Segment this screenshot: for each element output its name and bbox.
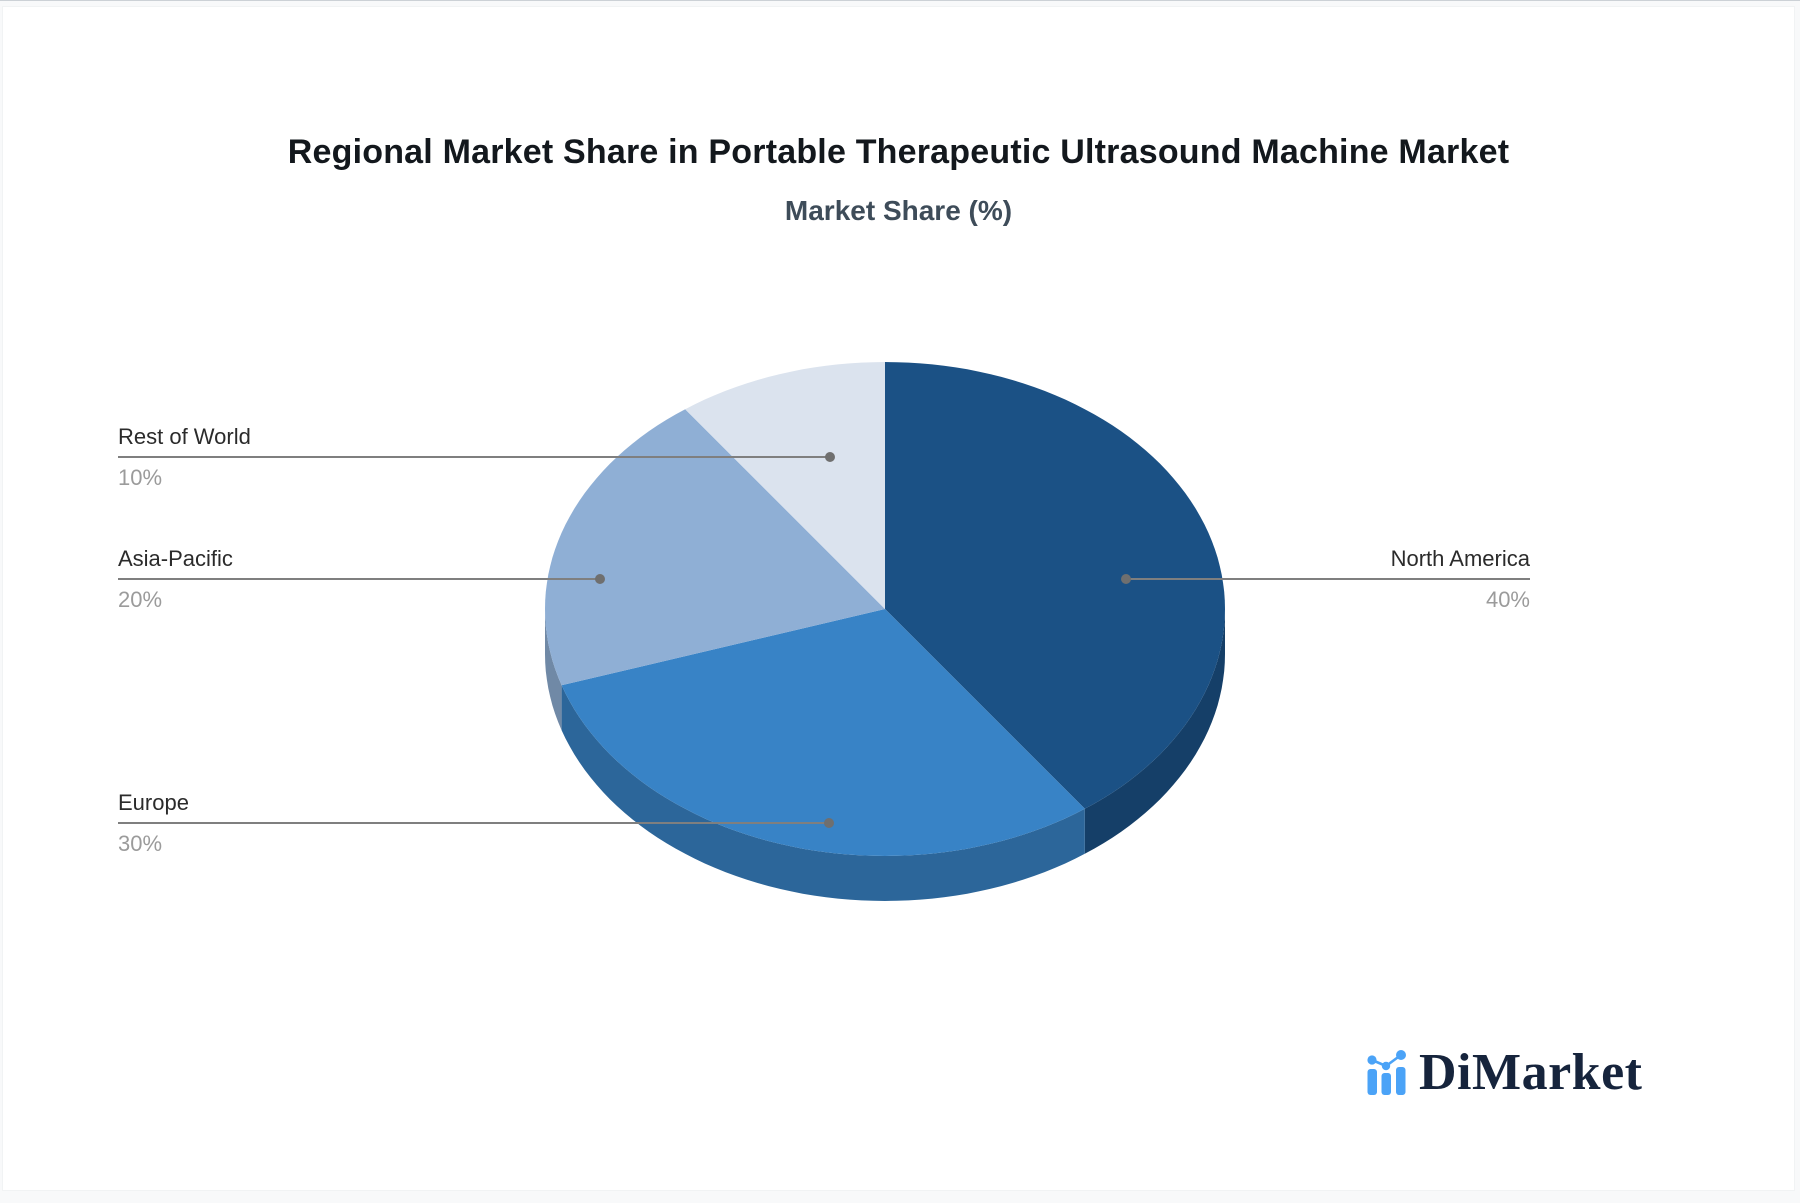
leader-line bbox=[118, 456, 831, 458]
leader-dot bbox=[824, 818, 834, 828]
slice-percent: 10% bbox=[118, 465, 831, 491]
slice-percent: 40% bbox=[1125, 587, 1530, 613]
bar-chart-trend-icon bbox=[1363, 1049, 1409, 1097]
leader-dot bbox=[595, 574, 605, 584]
callout-europe: Europe 30% bbox=[118, 790, 830, 857]
slice-label: Europe bbox=[118, 790, 830, 816]
slice-percent: 30% bbox=[118, 831, 830, 857]
slice-percent: 20% bbox=[118, 587, 601, 613]
slice-label: Asia-Pacific bbox=[118, 546, 601, 572]
leader-dot bbox=[825, 452, 835, 462]
dimarket-logo: DiMarket bbox=[1363, 1047, 1642, 1099]
callout-north-america: North America 40% bbox=[1125, 546, 1530, 613]
slice-label: Rest of World bbox=[118, 424, 831, 450]
leader-line bbox=[118, 822, 830, 824]
callout-rest-of-world: Rest of World 10% bbox=[118, 424, 831, 491]
slice-label: North America bbox=[1125, 546, 1530, 572]
leader-line bbox=[1125, 578, 1530, 580]
leader-line bbox=[118, 578, 601, 580]
logo-text: DiMarket bbox=[1419, 1047, 1642, 1099]
leader-dot bbox=[1121, 574, 1131, 584]
chart-card: Regional Market Share in Portable Therap… bbox=[2, 6, 1795, 1191]
callout-asia-pacific: Asia-Pacific 20% bbox=[118, 546, 601, 613]
